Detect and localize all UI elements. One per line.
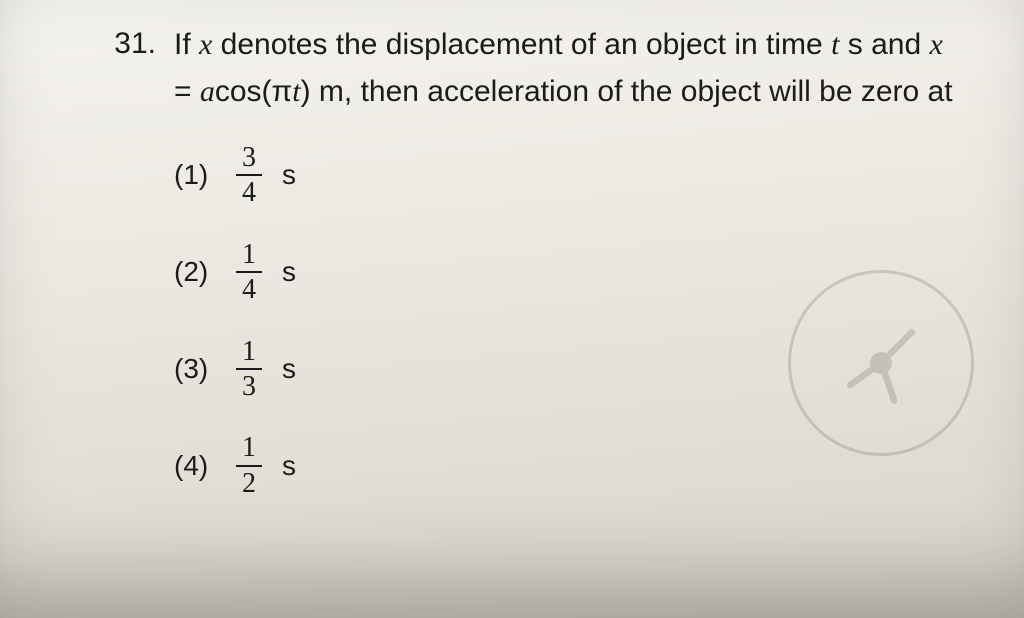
option-label: (2) xyxy=(174,256,222,288)
option-label: (1) xyxy=(174,159,222,191)
options-list: (1) 3 4 s (2) 1 4 s (3) 1 3 s (4) xyxy=(174,143,964,498)
denominator: 2 xyxy=(236,465,262,498)
option-label: (3) xyxy=(174,353,222,385)
question-number: 31. xyxy=(110,22,156,66)
fraction: 3 4 xyxy=(236,143,262,208)
numerator: 1 xyxy=(236,433,262,464)
option-2: (2) 1 4 s xyxy=(174,240,964,305)
option-3: (3) 1 3 s xyxy=(174,337,964,402)
fraction: 1 2 xyxy=(236,433,262,498)
denominator: 4 xyxy=(236,271,262,304)
question-block: 31. If x denotes the displacement of an … xyxy=(110,22,964,115)
unit: s xyxy=(282,256,296,288)
denominator: 4 xyxy=(236,174,262,207)
fraction: 1 3 xyxy=(236,337,262,402)
unit: s xyxy=(282,450,296,482)
question-text: If x denotes the displacement of an obje… xyxy=(174,22,954,115)
numerator: 1 xyxy=(236,337,262,368)
numerator: 3 xyxy=(236,143,262,174)
option-4: (4) 1 2 s xyxy=(174,433,964,498)
option-label: (4) xyxy=(174,450,222,482)
unit: s xyxy=(282,159,296,191)
denominator: 3 xyxy=(236,368,262,401)
option-1: (1) 3 4 s xyxy=(174,143,964,208)
numerator: 1 xyxy=(236,240,262,271)
page: 31. If x denotes the displacement of an … xyxy=(0,0,1024,618)
fraction: 1 4 xyxy=(236,240,262,305)
unit: s xyxy=(282,353,296,385)
